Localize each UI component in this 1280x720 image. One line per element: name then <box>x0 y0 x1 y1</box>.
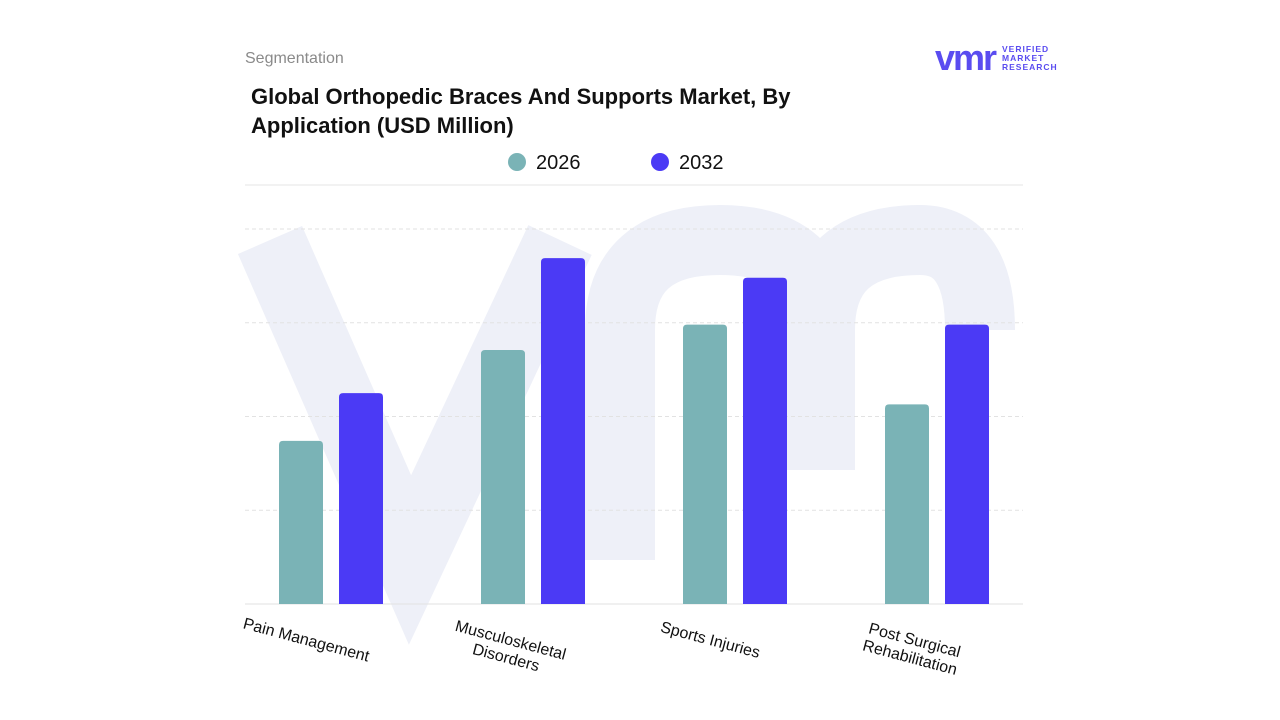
section-label: Segmentation <box>245 50 344 67</box>
legend-label: 2026 <box>536 152 581 174</box>
bar <box>339 393 383 604</box>
bar <box>683 324 727 604</box>
bar <box>279 440 323 604</box>
chart-title: Global Orthopedic Braces And Supports Ma… <box>251 84 791 138</box>
legend-swatch <box>508 153 526 171</box>
bar <box>885 404 929 604</box>
logo-line: MARKET <box>1002 53 1045 63</box>
logo-line: RESEARCH <box>1002 62 1058 72</box>
bar <box>743 277 787 604</box>
bar <box>481 349 525 604</box>
bar <box>945 324 989 604</box>
legend-label: 2032 <box>679 152 724 174</box>
watermark <box>237 204 1015 645</box>
logo-text: VERIFIED MARKET RESEARCH <box>1002 45 1058 72</box>
logo-line: VERIFIED <box>1002 44 1050 54</box>
bar <box>541 258 585 604</box>
logo-mark: vmr <box>935 37 997 78</box>
legend-swatch <box>651 153 669 171</box>
